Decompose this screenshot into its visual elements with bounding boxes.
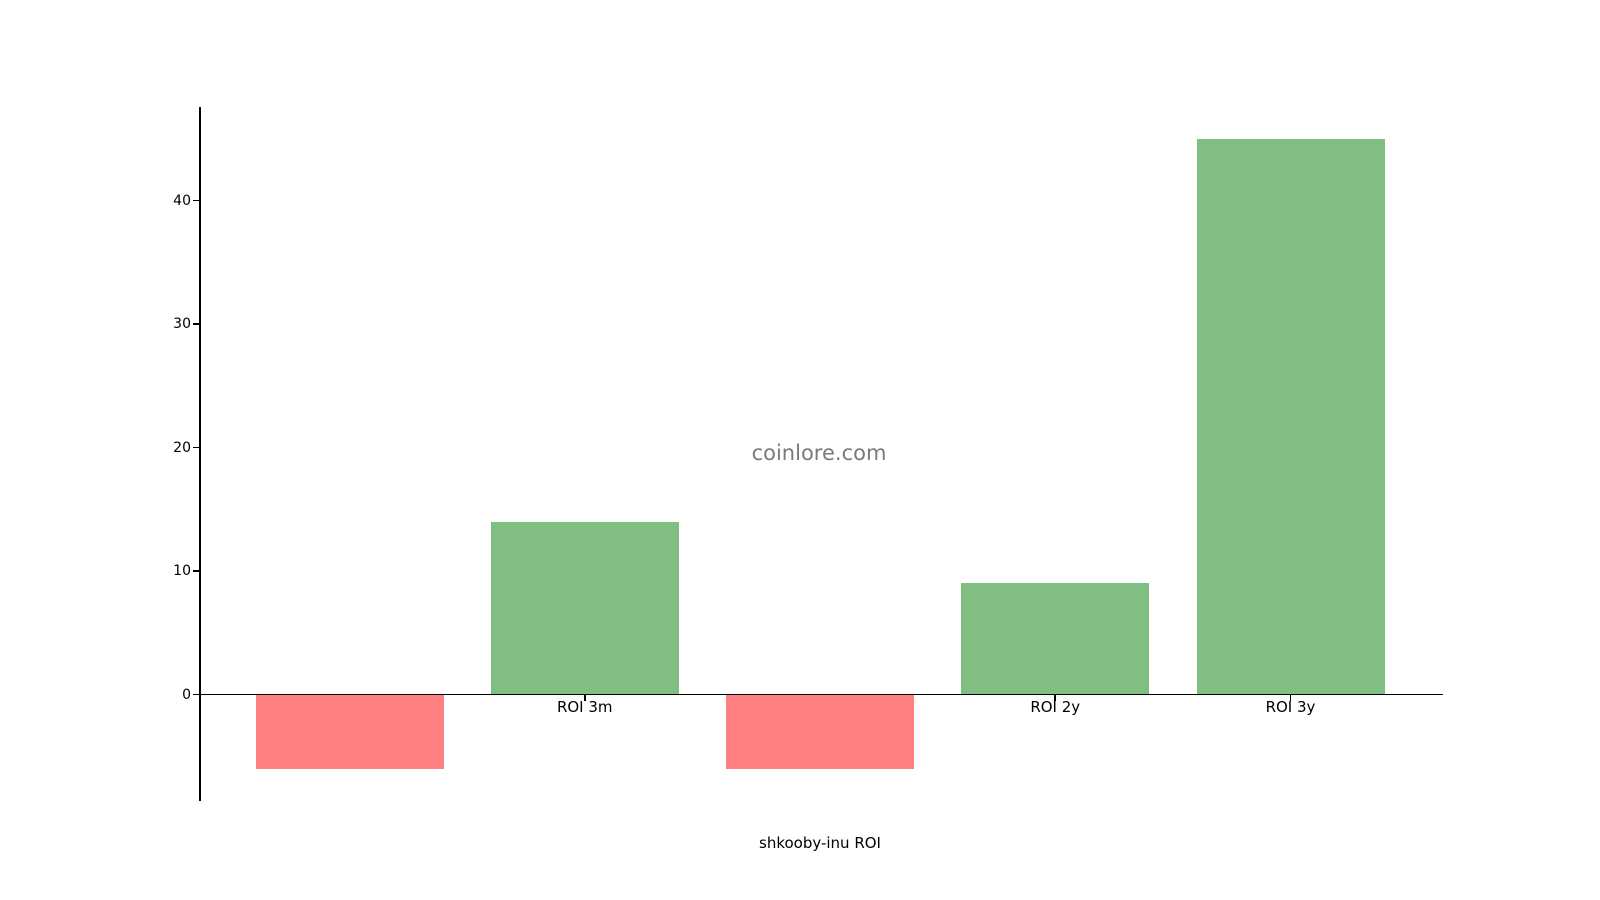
y-tick-label: 0 — [182, 686, 191, 703]
y-tick-mark — [193, 693, 199, 696]
bar-category-1 — [255, 695, 444, 770]
x-tick-label-roi-3m: ROI 3m — [556, 698, 613, 716]
x-tick-mark — [583, 695, 586, 701]
x-tick-label-roi-3y: ROI 3y — [1265, 698, 1316, 716]
bar-roi-2y — [961, 583, 1150, 695]
y-axis-line — [199, 107, 201, 801]
bar-category-3 — [726, 695, 914, 770]
bar-roi-3m — [490, 521, 679, 695]
y-tick-mark — [193, 570, 199, 572]
x-tick-mark — [1289, 695, 1292, 701]
x-tick-label-roi-2y: ROI 2y — [1030, 698, 1081, 716]
x-tick-mark — [1054, 695, 1057, 701]
bar-roi-3y — [1196, 138, 1385, 695]
y-tick-label: 20 — [173, 439, 191, 456]
watermark-text: coinlore.com — [751, 441, 887, 465]
chart-title: shkooby-inu ROI — [759, 834, 881, 852]
y-tick-mark — [193, 446, 199, 449]
y-tick-mark — [193, 199, 199, 202]
y-tick-label: 40 — [173, 192, 191, 209]
y-tick-mark — [193, 323, 199, 325]
y-tick-label: 30 — [173, 316, 191, 333]
y-tick-label: 10 — [173, 563, 191, 580]
x-axis-line — [199, 693, 1443, 696]
